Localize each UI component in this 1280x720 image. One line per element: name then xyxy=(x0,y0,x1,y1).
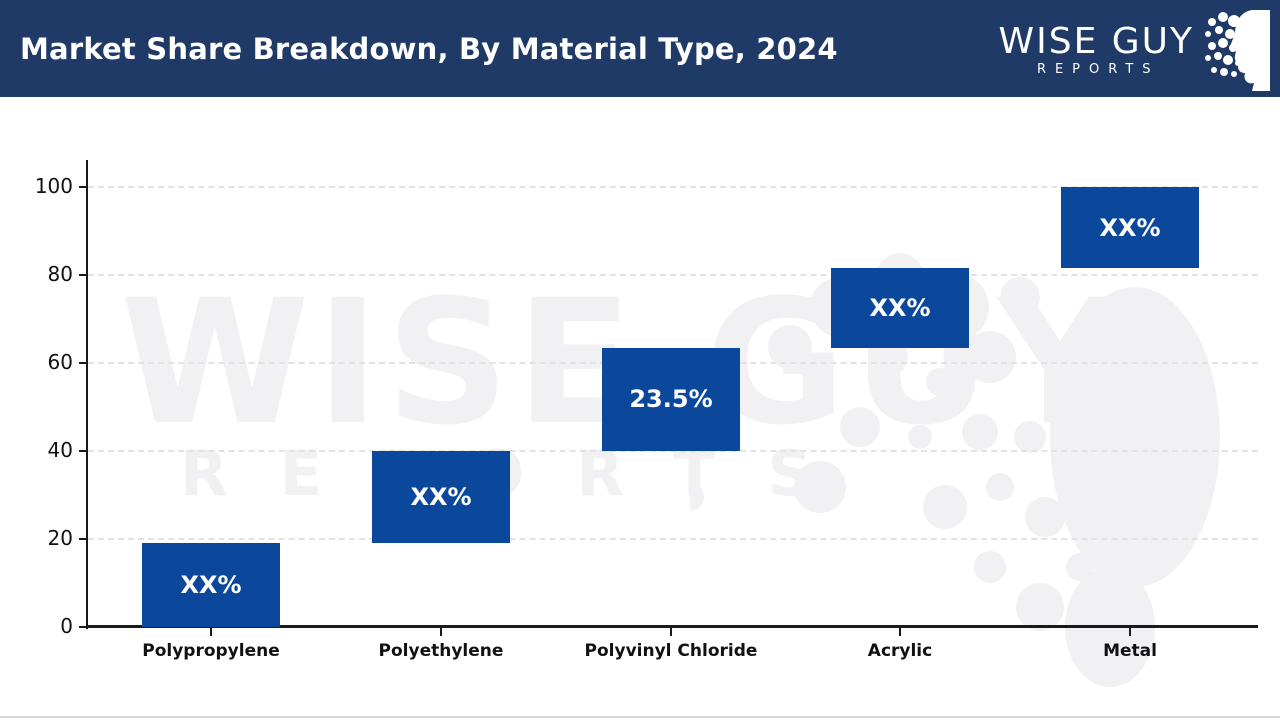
gridline-y-40 xyxy=(88,450,1258,452)
y-tick-label-80: 80 xyxy=(47,262,73,286)
bar-metal: XX% xyxy=(1061,187,1199,269)
y-tick-label-40: 40 xyxy=(47,438,73,462)
gridline-y-80 xyxy=(88,274,1258,276)
x-tick-metal xyxy=(1129,628,1131,636)
x-category-label-metal: Metal xyxy=(1103,641,1157,661)
x-axis-line xyxy=(86,625,1258,628)
x-tick-acrylic xyxy=(899,628,901,636)
x-tick-polyvinyl-chloride xyxy=(670,628,672,636)
bottom-divider xyxy=(0,716,1280,718)
header-band: Market Share Breakdown, By Material Type… xyxy=(0,0,1280,97)
y-tick-100 xyxy=(79,186,86,188)
x-category-label-acrylic: Acrylic xyxy=(867,641,933,661)
bar-value-label-polyvinyl-chloride: 23.5% xyxy=(629,385,713,414)
bar-value-label-polypropylene: XX% xyxy=(180,571,242,600)
y-tick-label-60: 60 xyxy=(47,350,73,374)
y-tick-60 xyxy=(79,362,86,364)
y-tick-80 xyxy=(79,274,86,276)
chart-title: Market Share Breakdown, By Material Type… xyxy=(20,31,838,66)
y-tick-label-100: 100 xyxy=(34,174,73,198)
x-tick-polyethylene xyxy=(440,628,442,636)
bar-polypropylene: XX% xyxy=(142,543,280,627)
y-tick-label-20: 20 xyxy=(47,526,73,550)
y-tick-40 xyxy=(79,450,86,452)
bar-value-label-metal: XX% xyxy=(1099,213,1161,242)
brand-subname: REPORTS xyxy=(1036,61,1160,77)
gridline-y-100 xyxy=(88,186,1258,188)
x-category-label-polyvinyl-chloride: Polyvinyl Chloride xyxy=(584,641,758,661)
brand-logo: WISE GUY REPORTS xyxy=(999,8,1270,92)
bar-polyvinyl-chloride: 23.5% xyxy=(602,347,740,451)
plot-area: 0 20 40 60 80 100 XX% Polypropylene XX% Polyethyl… xyxy=(35,160,1258,661)
y-tick-label-0: 0 xyxy=(60,614,73,638)
y-axis-line xyxy=(86,160,88,629)
y-tick-20 xyxy=(79,538,86,540)
brand-name: WISE GUY xyxy=(998,21,1194,63)
bar-acrylic: XX% xyxy=(831,268,969,348)
face-profile-logo-icon xyxy=(1205,10,1270,91)
y-tick-0 xyxy=(79,626,86,628)
x-category-label-polypropylene: Polypropylene xyxy=(142,641,280,661)
bar-polyethylene: XX% xyxy=(372,451,510,544)
x-tick-polypropylene xyxy=(210,628,212,636)
x-category-label-polyethylene: Polyethylene xyxy=(378,641,504,661)
bar-value-label-polyethylene: XX% xyxy=(410,483,472,512)
chart-area: WISE GUY REPORTS 0 20 40 60 80 xyxy=(0,97,1280,717)
gridline-y-20 xyxy=(88,538,1258,540)
bar-value-label-acrylic: XX% xyxy=(869,293,931,322)
brand-logo-text: WISE GUY REPORTS xyxy=(999,23,1195,77)
